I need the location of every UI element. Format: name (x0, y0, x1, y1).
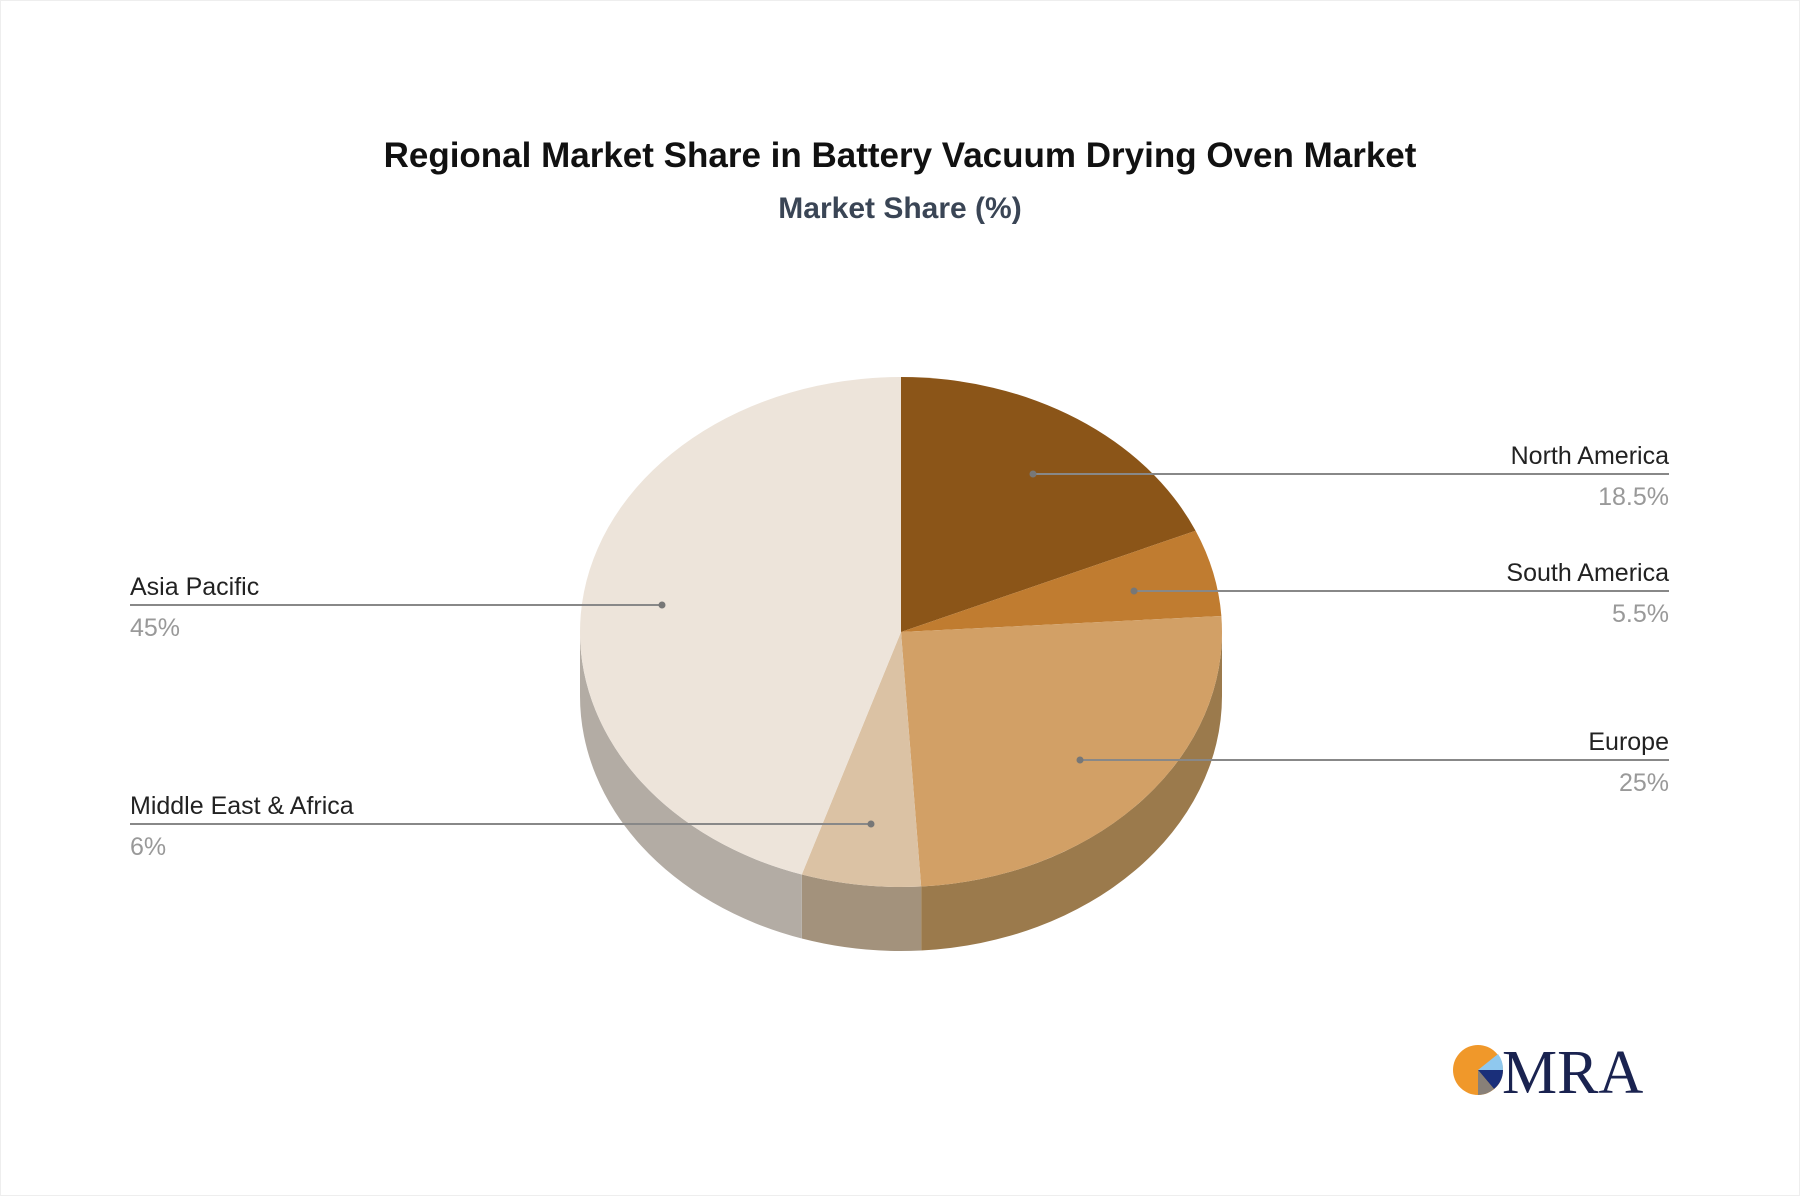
pie-side-asia-pacific (580, 632, 802, 939)
slice-label: Asia Pacific (130, 573, 259, 601)
slice-value: 6% (130, 833, 166, 861)
mra-logo: MRA (1453, 1039, 1643, 1107)
slice-label: North America (1511, 442, 1669, 470)
pie-side-middle-east-africa (801, 874, 922, 952)
pie-slice-asia-pacific[interactable] (579, 377, 901, 875)
slice-label: Europe (1588, 728, 1669, 756)
slice-value: 18.5% (1598, 483, 1669, 511)
pie-slice-south-america[interactable] (901, 530, 1222, 632)
slice-label: South America (1506, 559, 1669, 587)
leader-dot (1029, 470, 1037, 478)
pie-slice-europe[interactable] (901, 615, 1222, 887)
leader-dot (1076, 756, 1084, 764)
slice-value: 45% (130, 614, 180, 642)
slice-value: 5.5% (1612, 600, 1669, 628)
slice-label: Middle East & Africa (130, 792, 354, 820)
pie-side-europe (921, 632, 1222, 951)
slice-value: 25% (1619, 769, 1669, 797)
leader-dot (658, 601, 666, 609)
leader-dot (867, 820, 875, 828)
pie-slice-north-america[interactable] (901, 377, 1196, 632)
chart-title: Regional Market Share in Battery Vacuum … (383, 136, 1417, 175)
logo-text: MRA (1502, 1039, 1643, 1107)
chart-subtitle: Market Share (%) (778, 192, 1022, 225)
leader-dot (1130, 587, 1138, 595)
